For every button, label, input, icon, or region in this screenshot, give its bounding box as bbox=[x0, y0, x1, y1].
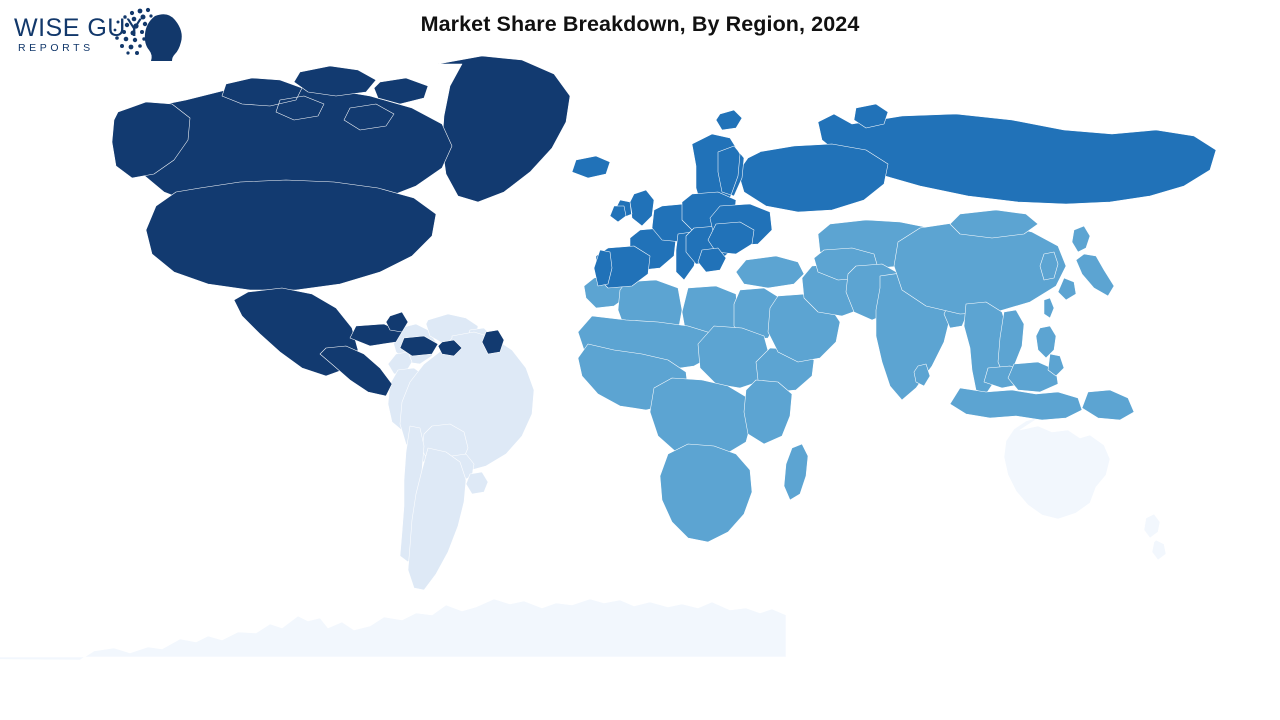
region-south-america bbox=[388, 314, 534, 590]
region-north-america bbox=[112, 56, 570, 396]
chart-title: Market Share Breakdown, By Region, 2024 bbox=[420, 12, 860, 36]
svg-text:REPORTS: REPORTS bbox=[18, 42, 94, 54]
country-new-zealand bbox=[1144, 514, 1166, 560]
country-japan bbox=[1058, 226, 1114, 300]
country-uruguay bbox=[466, 472, 488, 494]
country-mongolia bbox=[950, 210, 1038, 238]
country-romania-bulgaria bbox=[708, 222, 754, 254]
country-antarctica bbox=[0, 599, 786, 660]
country-taiwan bbox=[1044, 298, 1054, 318]
country-greece bbox=[698, 248, 726, 272]
country-portugal bbox=[594, 250, 612, 286]
country-central-america bbox=[320, 346, 392, 396]
country-turkey bbox=[736, 256, 804, 288]
country-argentina bbox=[408, 448, 466, 590]
logo-wordmark: WISE GUY REPORTS bbox=[14, 14, 143, 54]
world-map-container bbox=[0, 48, 1280, 720]
country-ireland bbox=[610, 206, 626, 222]
country-sri-lanka bbox=[914, 364, 930, 386]
region-asia-africa-mea bbox=[578, 210, 1134, 542]
country-madagascar bbox=[784, 444, 808, 500]
country-hispaniola-puerto-rico bbox=[400, 336, 462, 356]
country-cuba bbox=[350, 324, 402, 346]
country-french-guiana bbox=[482, 330, 504, 354]
country-russia-west bbox=[738, 144, 888, 212]
wise-guy-reports-logo: WISE GUY REPORTS bbox=[12, 6, 192, 62]
country-southern-africa bbox=[660, 444, 752, 542]
country-philippines bbox=[1036, 326, 1064, 376]
country-indonesia bbox=[950, 362, 1082, 420]
country-australia bbox=[1004, 417, 1110, 519]
world-choropleth-map bbox=[0, 48, 1280, 720]
country-korea bbox=[1040, 252, 1058, 280]
country-east-africa bbox=[744, 380, 792, 444]
country-iceland bbox=[572, 156, 610, 178]
head-profile-dots-icon bbox=[113, 7, 182, 61]
country-svalbard bbox=[716, 110, 742, 130]
region-oceania-antarctica bbox=[0, 417, 1166, 660]
country-united-states bbox=[146, 180, 436, 290]
country-novaya-zemlya bbox=[854, 104, 888, 128]
svg-text:WISE GUY: WISE GUY bbox=[14, 14, 143, 42]
country-canada-arctic-islands bbox=[222, 66, 428, 130]
region-europe bbox=[572, 104, 1216, 288]
country-papua-new-guinea bbox=[1082, 390, 1134, 420]
country-greenland bbox=[438, 56, 570, 202]
country-bahamas bbox=[386, 312, 408, 332]
country-alaska bbox=[112, 102, 190, 178]
